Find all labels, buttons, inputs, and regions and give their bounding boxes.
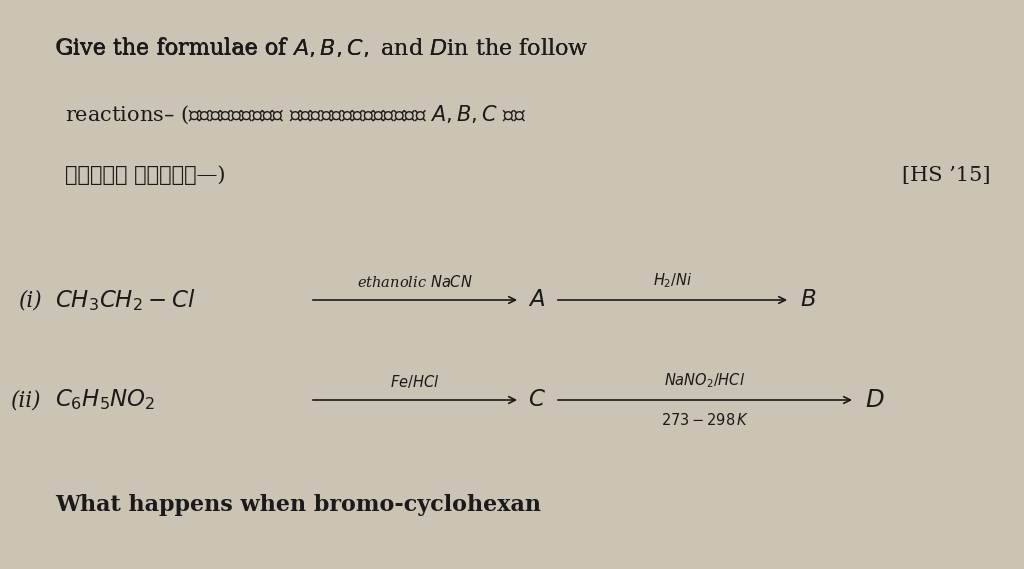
Text: $H_2/Ni$: $H_2/Ni$ <box>652 271 692 290</box>
Text: [HS ’15]: [HS ’15] <box>901 166 990 184</box>
Text: $B$: $B$ <box>800 289 816 311</box>
Text: $NaNO_2/HCl$: $NaNO_2/HCl$ <box>665 372 745 390</box>
Text: What happens when bromo-cyclohexan: What happens when bromo-cyclohexan <box>55 494 541 516</box>
Text: $A$: $A$ <box>528 289 546 311</box>
Text: $CH_3CH_2-Cl$: $CH_3CH_2-Cl$ <box>55 287 196 313</box>
Text: $C$: $C$ <box>528 389 546 411</box>
Text: Give the formulae of: Give the formulae of <box>55 37 293 59</box>
Text: সংকেত দিয়া—): সংকেত দিয়া—) <box>65 165 225 185</box>
Text: ethanolic $NaCN$: ethanolic $NaCN$ <box>357 274 473 290</box>
Text: $C_6H_5NO_2$: $C_6H_5NO_2$ <box>55 387 156 413</box>
Text: $D$: $D$ <box>865 389 885 411</box>
Text: (i): (i) <box>18 289 42 311</box>
Text: $273-298\,K$: $273-298\,K$ <box>660 412 750 428</box>
Text: $Fe/HCl$: $Fe/HCl$ <box>390 373 439 390</box>
Text: (ii): (ii) <box>10 389 41 411</box>
Text: reactions– (নিম্নোক্ত বিক্রিয়াবোরত $A,B,C$ আর: reactions– (নিম্নোক্ত বিক্রিয়াবোরত $A,B… <box>65 104 526 126</box>
Text: Give the formulae of $A,B,C,$ and $D$in the follow: Give the formulae of $A,B,C,$ and $D$in … <box>55 36 589 60</box>
Text: Give the formulae of $A,B,C,$ and $D$in the follow: Give the formulae of $A,B,C,$ and $D$in … <box>55 36 589 60</box>
